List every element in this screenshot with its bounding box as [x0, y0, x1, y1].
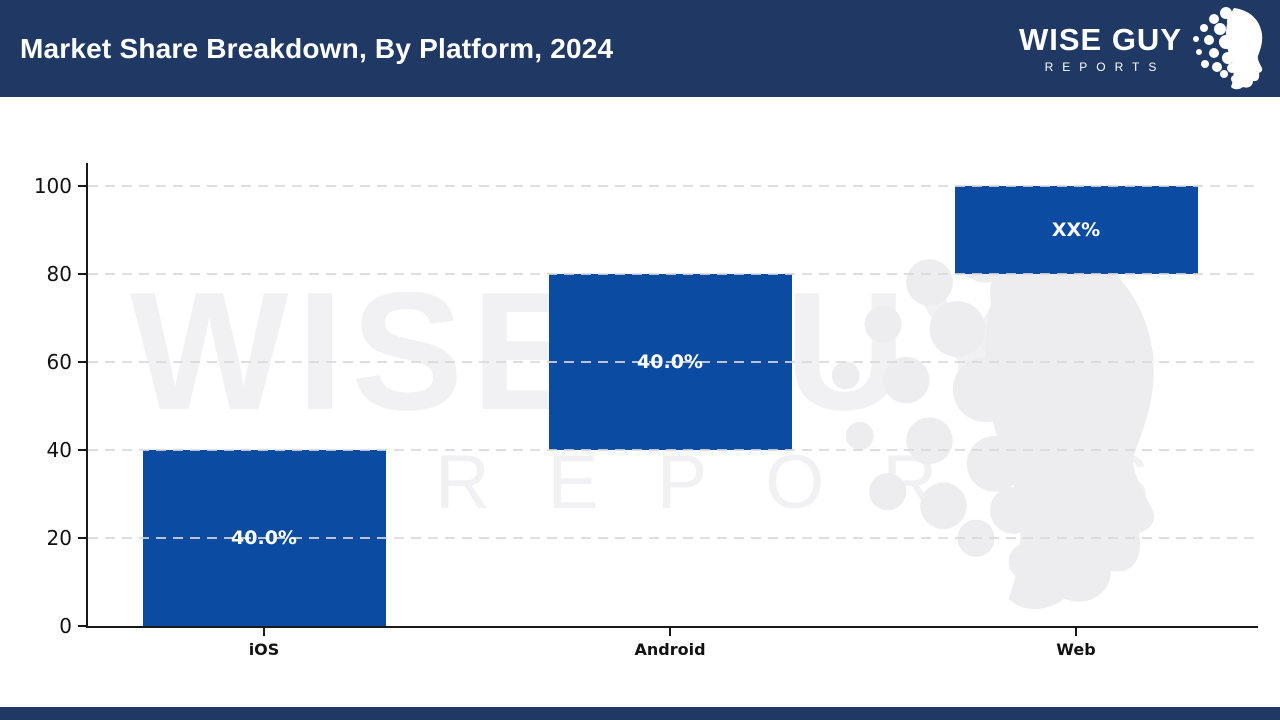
- gridline-60: [88, 361, 1258, 363]
- y-tick-label-20: 20: [46, 526, 72, 550]
- x-tick-label-ios: iOS: [248, 640, 280, 659]
- plot-area: 0 20 40 60 80 100 iOS Android Web 40.0% 40.0% XX%: [34, 163, 1258, 659]
- brand-logo: WISE GUY REPORTS: [1019, 6, 1266, 92]
- y-tick-label-40: 40: [46, 438, 72, 462]
- brand-name: WISE GUY: [1018, 21, 1182, 57]
- bar-value-label-android: 40.0%: [637, 351, 703, 373]
- gridline-40: [88, 449, 1258, 451]
- x-tick-label-android: Android: [634, 640, 706, 659]
- y-tick-label-100: 100: [33, 174, 72, 198]
- bar-value-label-ios: 40.0%: [231, 527, 297, 549]
- dotted-head-icon: [1193, 6, 1263, 89]
- header-bar: Market Share Breakdown, By Platform, 202…: [0, 0, 1280, 97]
- y-tick-mark-20: [78, 537, 86, 539]
- y-tick-mark-40: [78, 449, 86, 451]
- y-tick-label-80: 80: [46, 262, 72, 286]
- x-tick-mark-web: [1075, 628, 1077, 636]
- y-axis-line: [86, 163, 88, 628]
- x-tick-mark-android: [669, 628, 671, 636]
- chart-section: WISE GUY REPORTS 0 20 40 60 80 100 iOS Android W…: [0, 97, 1280, 707]
- gridline-20: [88, 537, 1258, 539]
- gridline-100: [88, 185, 1258, 187]
- x-tick-label-web: Web: [1056, 640, 1096, 659]
- bar-value-label-web: XX%: [1051, 219, 1101, 241]
- y-tick-label-0: 0: [59, 614, 72, 638]
- brand-subname: REPORTS: [1044, 59, 1166, 74]
- y-tick-mark-100: [78, 185, 86, 187]
- x-axis-line: [86, 626, 1258, 628]
- brand-logo-text: WISE GUY REPORTS: [1019, 24, 1182, 74]
- gridline-80: [88, 273, 1258, 275]
- y-tick-label-60: 60: [46, 350, 72, 374]
- page-title: Market Share Breakdown, By Platform, 202…: [20, 32, 614, 64]
- y-tick-mark-80: [78, 273, 86, 275]
- footer-bar: [0, 707, 1280, 720]
- y-tick-mark-0: [78, 625, 86, 627]
- x-tick-mark-ios: [263, 628, 265, 636]
- y-tick-mark-60: [78, 361, 86, 363]
